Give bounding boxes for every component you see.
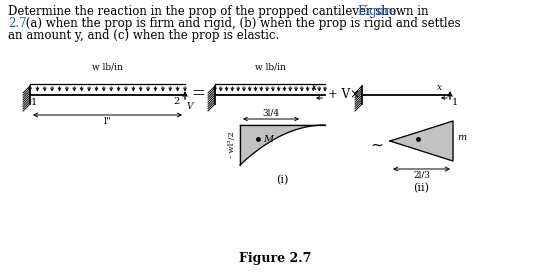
Text: Figure 2.7: Figure 2.7 [239, 252, 311, 265]
Text: (ii): (ii) [414, 183, 429, 193]
Text: - wl²/2: - wl²/2 [228, 132, 236, 158]
Text: 3l/4: 3l/4 [262, 108, 280, 117]
Polygon shape [390, 121, 453, 161]
Text: 2: 2 [174, 97, 180, 106]
Text: m: m [457, 133, 466, 143]
Text: =: = [191, 85, 205, 102]
Text: Determine the reaction in the prop of the propped cantilever shown in: Determine the reaction in the prop of th… [8, 5, 432, 18]
Text: 1: 1 [31, 98, 37, 107]
Text: x: x [312, 83, 317, 92]
Text: l": l" [103, 117, 111, 126]
Text: an amount y, and (c) when the prop is elastic.: an amount y, and (c) when the prop is el… [8, 29, 280, 42]
Text: 1: 1 [452, 98, 458, 107]
Text: x: x [437, 83, 442, 92]
Polygon shape [240, 125, 325, 165]
Text: 2.7: 2.7 [8, 17, 27, 30]
Text: V: V [187, 102, 193, 111]
Text: w lb/in: w lb/in [92, 62, 123, 71]
Text: w lb/in: w lb/in [254, 62, 286, 71]
Text: 2l/3: 2l/3 [413, 171, 430, 180]
Text: M: M [263, 135, 273, 144]
Text: ~: ~ [371, 138, 383, 153]
Text: (i): (i) [276, 175, 288, 185]
Text: + V×: + V× [328, 88, 360, 100]
Text: Figure: Figure [357, 5, 397, 18]
Text: (a) when the prop is firm and rigid, (b) when the prop is rigid and settles: (a) when the prop is firm and rigid, (b)… [22, 17, 461, 30]
